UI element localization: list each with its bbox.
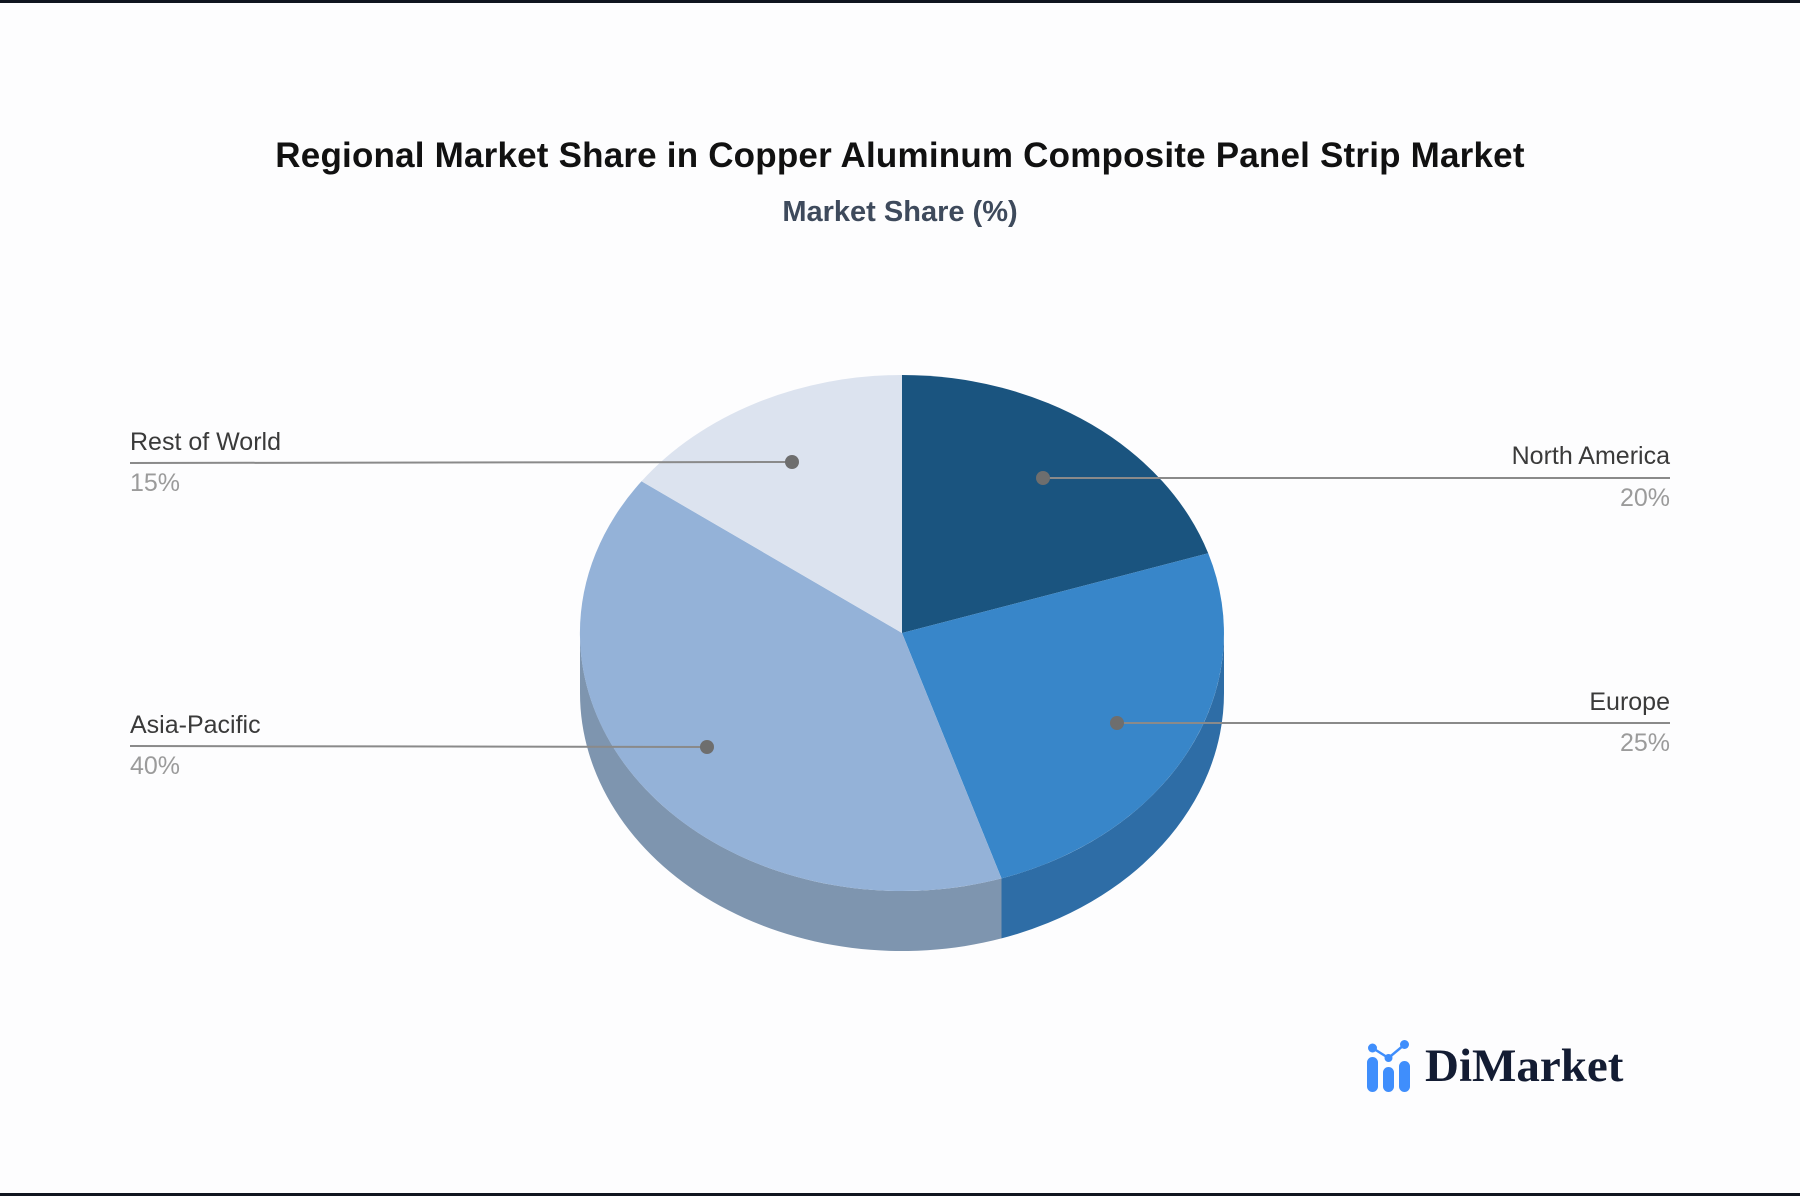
- leader-dot-europe: [1110, 716, 1124, 730]
- leader-line-rest-of-world: [129, 461, 793, 464]
- pie-slice-europe[interactable]: [902, 553, 1224, 879]
- brand-logo-text: DiMarket: [1425, 1040, 1624, 1092]
- callout-value-rest-of-world: 15%: [130, 469, 181, 497]
- leader-dot-north-america: [1036, 471, 1050, 485]
- callout-label-rest-of-world: Rest of World: [130, 428, 281, 456]
- leader-line-asia-pacific: [129, 745, 708, 748]
- callout-label-north-america: North America: [1511, 442, 1670, 470]
- logo-bar-left: [1367, 1057, 1378, 1092]
- callout-value-north-america: 20%: [1619, 484, 1670, 512]
- callout-label-europe: Europe: [1589, 688, 1670, 716]
- leader-lines: [129, 461, 1670, 748]
- top-frame-line: [0, 0, 1800, 3]
- chart-subtitle: Market Share (%): [782, 196, 1018, 228]
- pie-side-asia-pacific: [579, 633, 1002, 952]
- leader-dots: [700, 455, 1124, 754]
- pie-slice-asia-pacific[interactable]: [579, 481, 1002, 892]
- callout-value-asia-pacific: 40%: [130, 752, 181, 780]
- chart-title: Regional Market Share in Copper Aluminum…: [275, 136, 1525, 175]
- logo-bar-middle: [1383, 1067, 1394, 1092]
- bottom-frame-line: [0, 1193, 1800, 1196]
- logo-trend-line: [1371, 1043, 1406, 1060]
- pie-slice-rest-of-world[interactable]: [641, 375, 903, 633]
- leader-dot-rest-of-world: [785, 455, 799, 469]
- logo-bar-right: [1399, 1061, 1410, 1092]
- pie-slice-north-america[interactable]: [902, 375, 1209, 633]
- bar-chart-with-trend-icon: [1367, 1040, 1410, 1092]
- callout-label-asia-pacific: Asia-Pacific: [130, 711, 261, 739]
- brand-logo: DiMarket: [1366, 1040, 1623, 1092]
- leader-dot-asia-pacific: [700, 740, 714, 754]
- callout-value-europe: 25%: [1619, 729, 1670, 757]
- pie-side-europe: [1001, 633, 1224, 939]
